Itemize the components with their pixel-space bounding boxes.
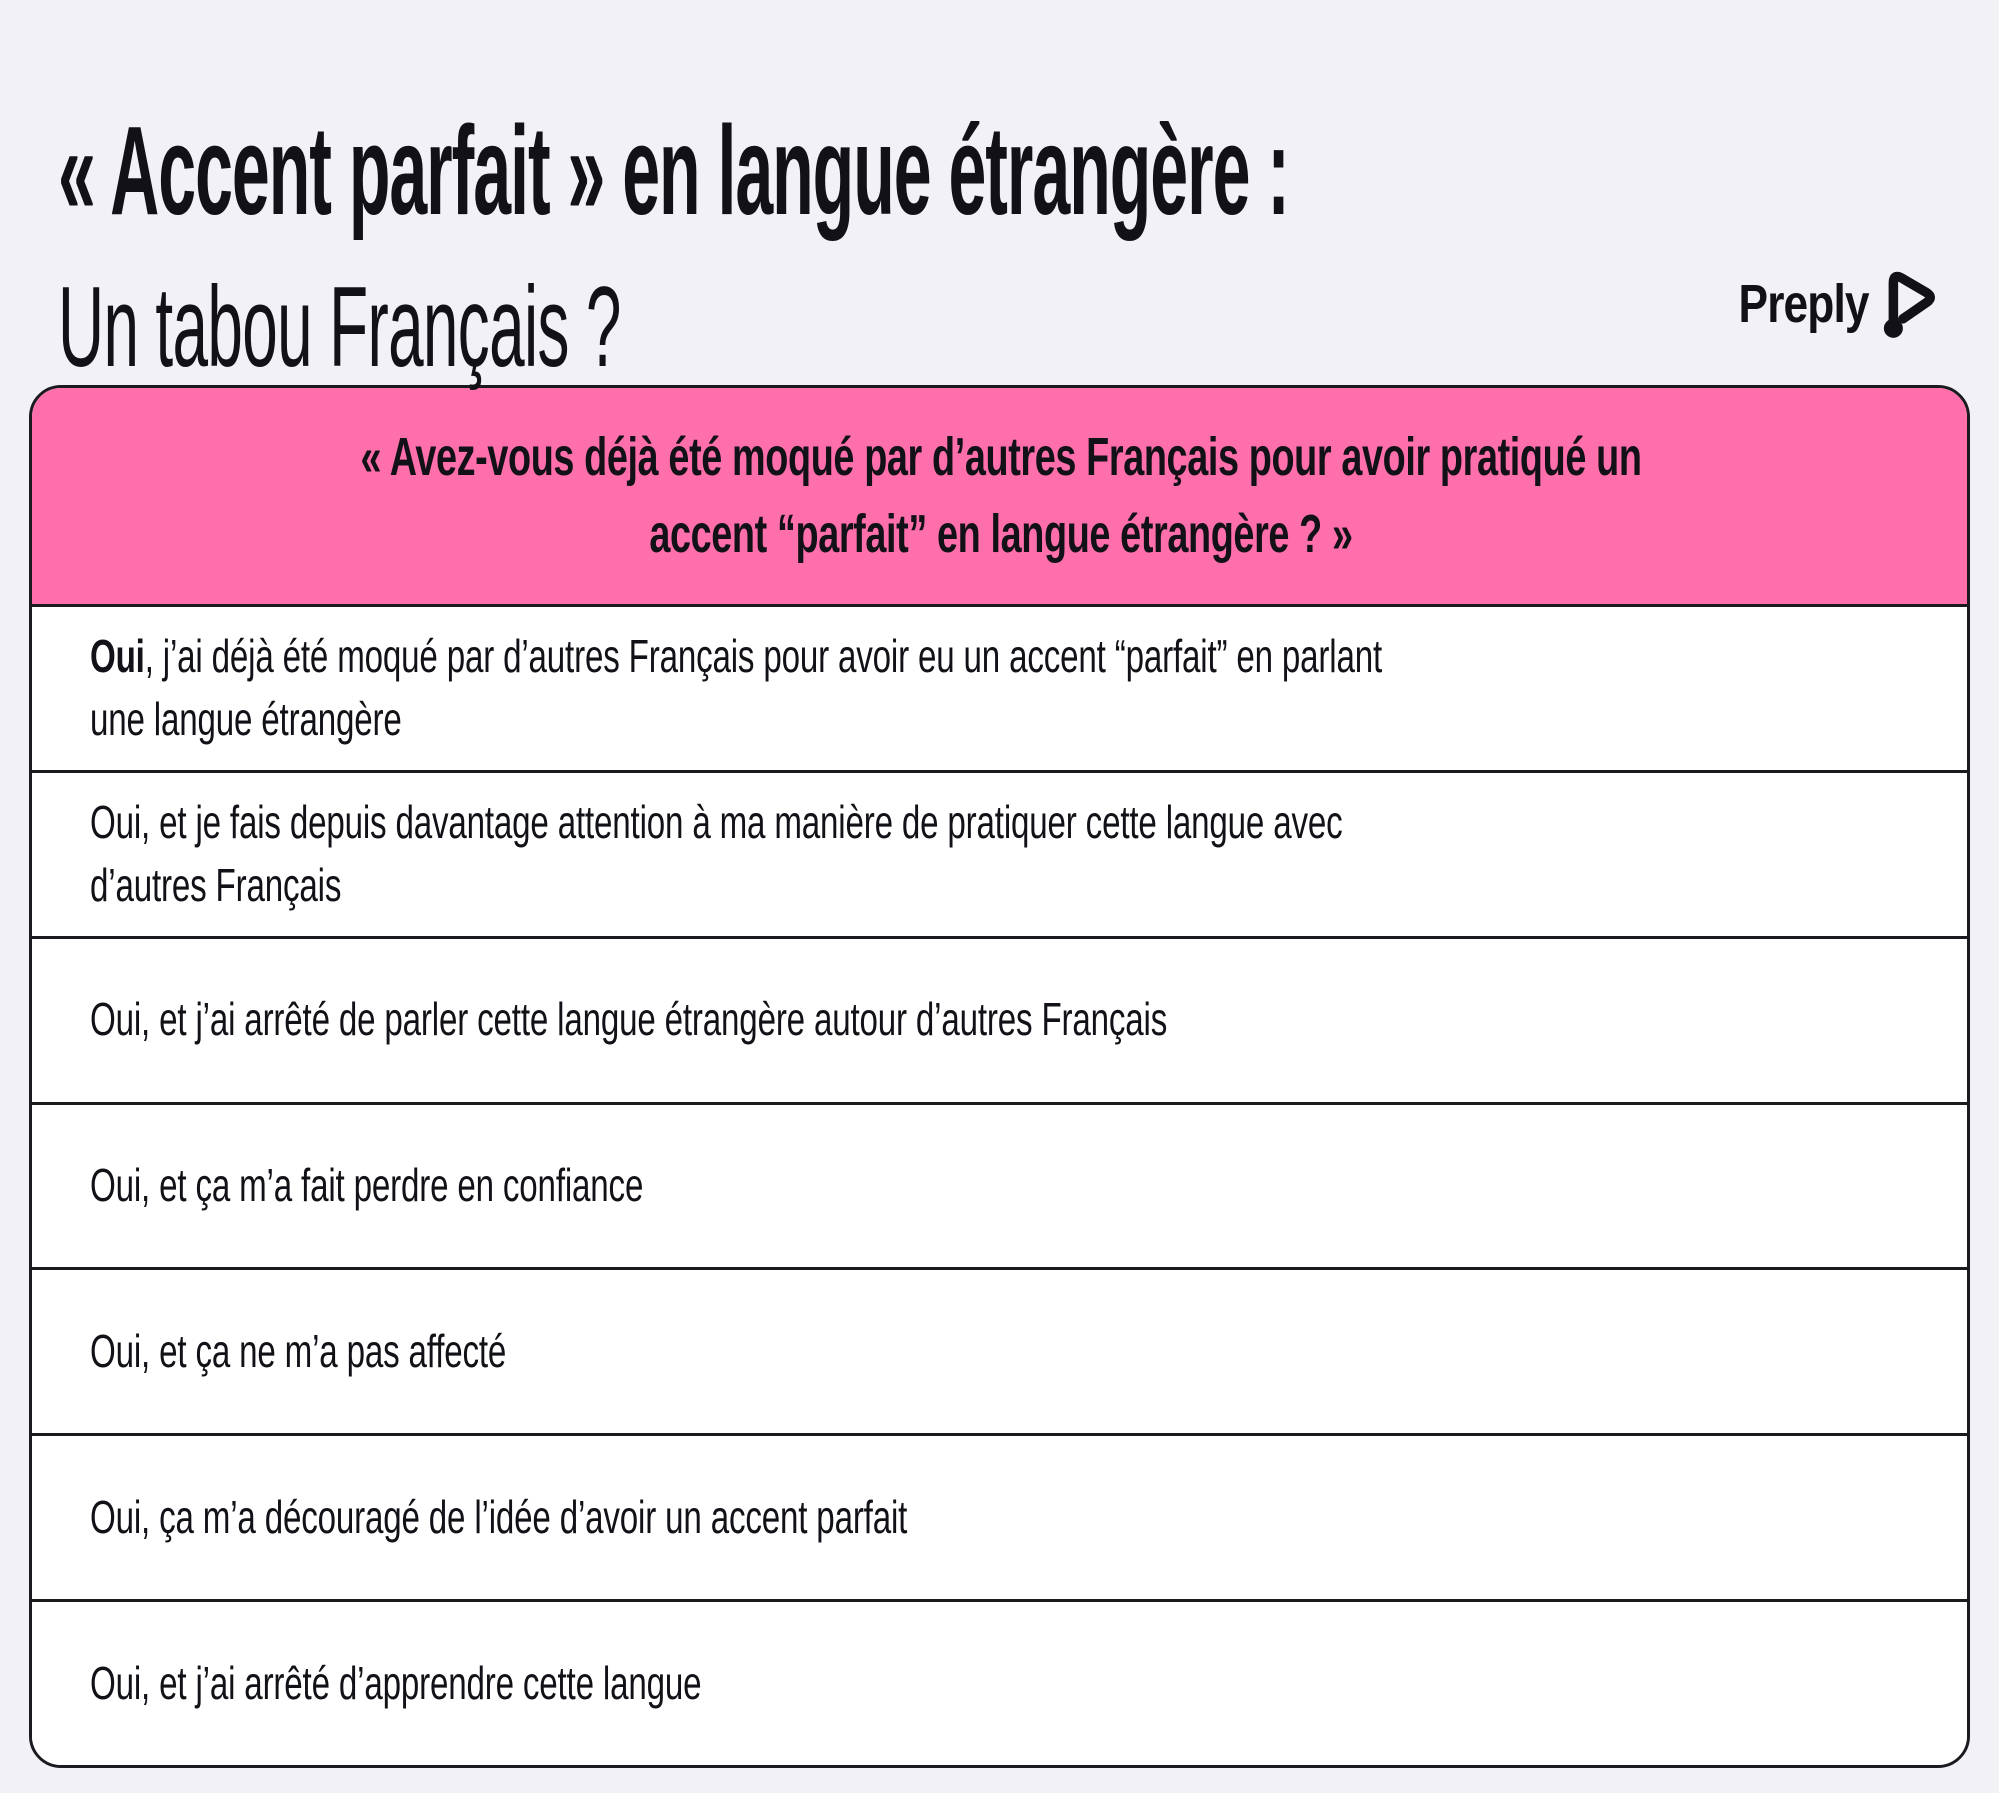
answer-text: Oui, et j’ai arrêté d’apprendre cette la… xyxy=(90,1656,702,1709)
table-row-answer-cell: Oui, et j’ai arrêté de parler cette lang… xyxy=(32,935,1967,1102)
table-row-answer-cell: Oui, et j’ai arrêté d’apprendre cette la… xyxy=(32,1599,1967,1765)
preply-logo: Preply xyxy=(1710,267,1937,385)
answer-text: Oui, et je fais depuis davantage attenti… xyxy=(90,795,1343,912)
question-header-text: « Avez-vous déjà été moqué par d’autres … xyxy=(360,427,1642,564)
table-row-answer-cell: Oui, j’ai déjà été moqué par d’autres Fr… xyxy=(32,604,1967,770)
preply-logo-text: Preply xyxy=(1738,274,1870,334)
preply-play-bubble-icon xyxy=(1883,271,1935,338)
answer-text: Oui, et ça m’a fait perdre en confiance xyxy=(90,1159,644,1212)
page-title-line1: « Accent parfait » en langue étrangère : xyxy=(58,99,1290,241)
table-row-answer-cell: Oui, ça m’a découragé de l’idée d’avoir … xyxy=(32,1433,1967,1600)
page-title-line2: Un tabou Français ? xyxy=(58,264,621,391)
answer-text: Oui, j’ai déjà été moqué par d’autres Fr… xyxy=(90,629,1383,746)
table-row-answer-cell: Oui, et je fais depuis davantage attenti… xyxy=(32,769,1967,936)
page-header: « Accent parfait » en langue étrangère :… xyxy=(0,0,1999,385)
answer-text: Oui, et j’ai arrêté de parler cette lang… xyxy=(90,993,1168,1046)
table-row-answer-cell: Oui, et ça m’a fait perdre en confiance xyxy=(32,1101,1967,1268)
title-block: « Accent parfait » en langue étrangère :… xyxy=(58,99,1710,391)
question-header-cell: « Avez-vous déjà été moqué par d’autres … xyxy=(32,388,1967,604)
survey-table: « Avez-vous déjà été moqué par d’autres … xyxy=(29,385,1970,1768)
answer-text: Oui, et ça ne m’a pas affecté xyxy=(90,1325,507,1378)
answer-text: Oui, ça m’a découragé de l’idée d’avoir … xyxy=(90,1490,908,1543)
table-row-answer-cell: Oui, et ça ne m’a pas affecté xyxy=(32,1267,1967,1434)
